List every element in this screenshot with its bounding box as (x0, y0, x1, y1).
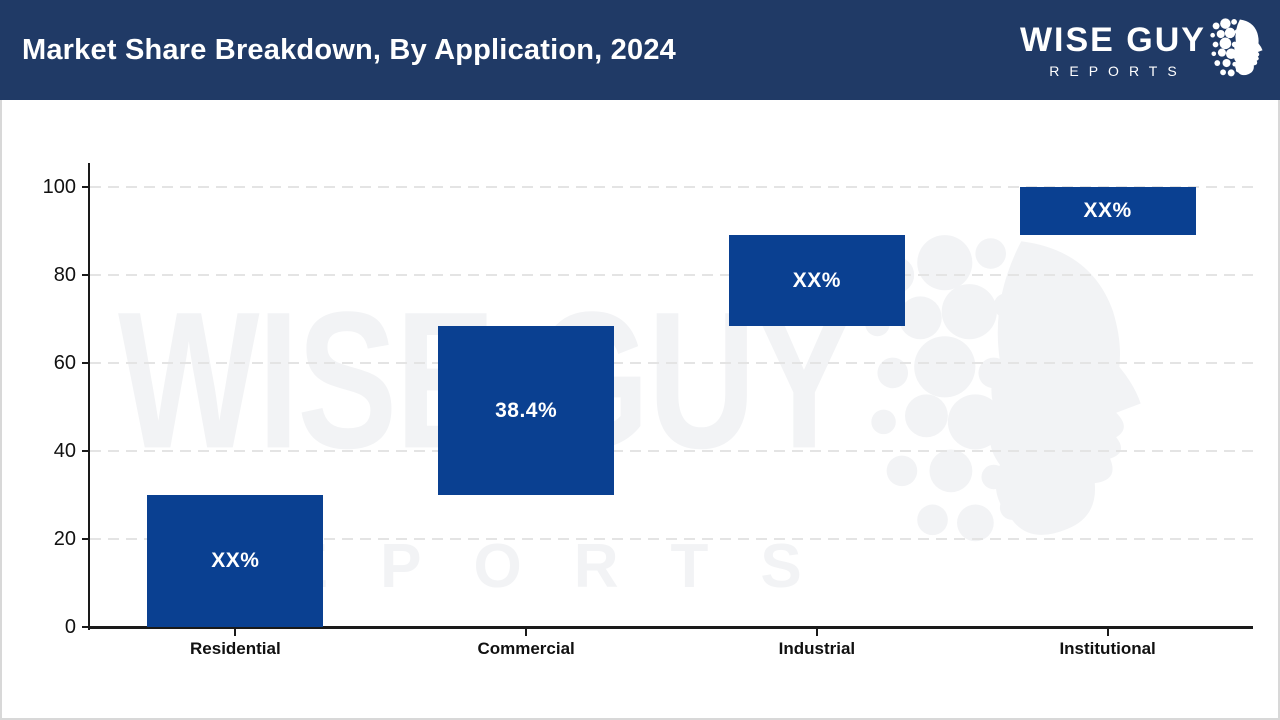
logo-face-icon (1208, 9, 1266, 91)
bar-value-label: XX% (211, 549, 260, 572)
gridline-60 (90, 362, 1253, 364)
category-label-residential: Residential (190, 639, 281, 658)
bar-value-label: 38.4% (495, 398, 558, 422)
gridline-100 (90, 186, 1253, 188)
y-tick-label-80: 80 (53, 264, 76, 286)
logo-wordmark-sub: REPORTS (1049, 63, 1187, 79)
logo-wordmark: WISE GUY REPORTS (1020, 21, 1206, 79)
bar-value-label: XX% (792, 268, 841, 292)
y-tick-label-60: 60 (53, 352, 76, 374)
y-axis-tick-80 (82, 274, 90, 276)
gridline-80 (90, 274, 1253, 276)
y-axis-tick-60 (82, 362, 90, 364)
y-tick-label-100: 100 (42, 176, 76, 198)
logo-wordmark-main: WISE GUY (1019, 21, 1206, 59)
x-axis-tick (525, 629, 528, 636)
gridline-20 (90, 538, 1253, 540)
y-tick-label-20: 20 (53, 528, 76, 550)
gridline-40 (90, 450, 1253, 452)
bar-residential: XX% (147, 495, 324, 627)
y-tick-label-40: 40 (53, 440, 76, 462)
category-label-institutional: Institutional (1059, 639, 1156, 658)
y-axis-tick-20 (82, 538, 90, 540)
bar-commercial: 38.4% (438, 326, 615, 495)
header-bar: Market Share Breakdown, By Application, … (0, 0, 1280, 100)
x-axis-tick (1106, 629, 1109, 636)
x-axis-line (88, 626, 1253, 629)
category-label-industrial: Industrial (778, 639, 856, 658)
x-axis-tick (815, 629, 818, 636)
y-axis-tick-100 (82, 186, 90, 188)
bar-industrial: XX% (728, 235, 905, 327)
x-axis-tick (234, 629, 237, 636)
brand-logo: WISE GUY REPORTS (1020, 9, 1266, 91)
y-axis-line (88, 163, 90, 630)
bar-value-label: XX% (1083, 199, 1132, 223)
bar-institutional: XX% (1019, 187, 1196, 236)
y-axis-tick-40 (82, 450, 90, 452)
page-title: Market Share Breakdown, By Application, … (22, 33, 676, 66)
y-axis-tick-0 (82, 626, 90, 628)
category-label-commercial: Commercial (477, 639, 575, 658)
y-tick-label-0: 0 (64, 616, 76, 638)
